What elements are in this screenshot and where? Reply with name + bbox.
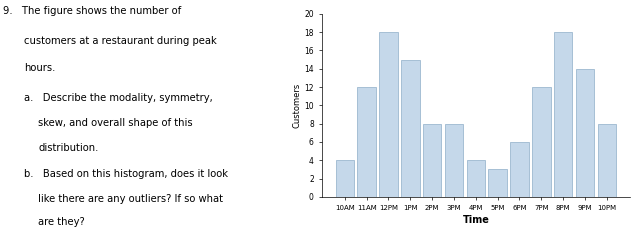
Bar [467,160,485,197]
Text: customers at a restaurant during peak: customers at a restaurant during peak [24,36,217,46]
Text: distribution.: distribution. [39,143,99,153]
Bar [358,87,376,197]
Bar [423,124,442,197]
Bar [445,124,463,197]
Text: hours.: hours. [24,63,55,73]
Text: like there are any outliers? If so what: like there are any outliers? If so what [39,194,224,204]
Text: b.   Based on this histogram, does it look: b. Based on this histogram, does it look [24,169,228,179]
Text: a.   Describe the modality, symmetry,: a. Describe the modality, symmetry, [24,93,212,103]
Y-axis label: Customers: Customers [293,83,302,128]
Text: 9.   The figure shows the number of: 9. The figure shows the number of [3,6,181,16]
X-axis label: Time: Time [462,215,489,225]
Text: skew, and overall shape of this: skew, and overall shape of this [39,118,193,128]
Bar [401,60,420,197]
Bar [597,124,616,197]
Bar [575,69,594,197]
Bar [336,160,354,197]
Bar [510,142,529,197]
Text: are they?: are they? [39,217,86,227]
Bar [554,32,572,197]
Bar [379,32,398,197]
Bar [489,169,507,197]
Bar [532,87,550,197]
